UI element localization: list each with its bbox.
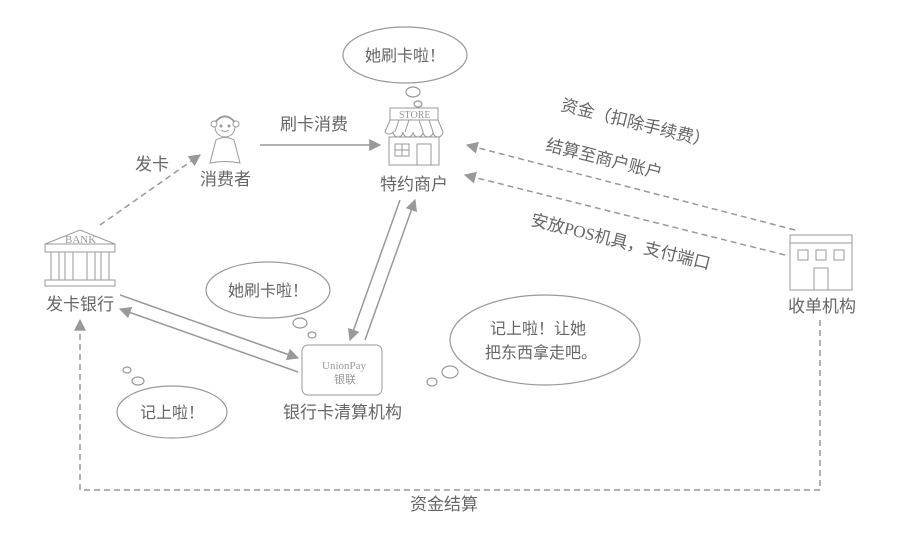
speech-bubble-clearing-left: 她刷卡啦！ xyxy=(206,262,330,338)
node-label-clearing: 银行卡清算机构 xyxy=(283,403,402,422)
edge-pos-terminal: 安放POS机具，支付端口 xyxy=(465,175,785,273)
edge-label-settle-merch2: 结算至商户账户 xyxy=(544,135,664,182)
edge-issue-card: 发卡 xyxy=(100,155,200,225)
speech-bubble-clearing-right: 记上啦！让她 把东西拿走吧。 xyxy=(427,295,640,386)
edge-label-swipe: 刷卡消费 xyxy=(280,115,348,134)
edge-label-issue-card: 发卡 xyxy=(135,155,169,174)
speech-bubble-merchant: 她刷卡啦！ xyxy=(343,27,467,107)
edge-settle-merchant: 资金（扣除手续费） 结算至商户账户 xyxy=(467,95,795,230)
acquirer-building-icon xyxy=(790,235,852,290)
node-label-merchant: 特约商户 xyxy=(380,175,448,194)
node-label-acquirer: 收单机构 xyxy=(788,297,856,316)
node-clearing: UnionPay 银联 银行卡清算机构 xyxy=(283,345,402,422)
node-label-consumer: 消费者 xyxy=(200,170,251,189)
bubble-text-1: 她刷卡啦！ xyxy=(365,47,445,65)
store-icon: STORE xyxy=(385,108,443,165)
card-label-2: 银联 xyxy=(334,372,356,386)
consumer-icon xyxy=(210,116,240,163)
node-merchant: STORE 特约商户 xyxy=(380,108,448,194)
store-icon-label: STORE xyxy=(399,110,431,121)
node-issuing-bank: BANK 发卡银行 xyxy=(45,230,115,314)
card-label-1: UnionPay xyxy=(322,360,367,372)
bubble-text-4b: 把东西拿走吧。 xyxy=(485,343,597,362)
bank-icon: BANK xyxy=(45,230,115,286)
bubble-text-3: 记上啦！ xyxy=(140,404,204,422)
edge-label-settle-merch1: 资金（扣除手续费） xyxy=(559,95,712,150)
speech-bubble-bank: 记上啦！ xyxy=(117,367,227,438)
edge-label-pos: 安放POS机具，支付端口 xyxy=(529,210,712,273)
payment-flow-diagram: 发卡 刷卡消费 安放POS机具，支付端口 资金（扣除手续费） 结算至商户账户 资… xyxy=(0,0,901,541)
edge-swipe: 刷卡消费 xyxy=(260,115,380,145)
edge-label-settle-funds: 资金结算 xyxy=(410,495,478,514)
bank-icon-label: BANK xyxy=(65,234,96,246)
bubble-text-2: 她刷卡啦！ xyxy=(228,282,308,300)
bubble-text-4a: 记上啦！让她 xyxy=(490,320,586,338)
edge-merchant-clearing xyxy=(350,200,415,340)
node-label-bank: 发卡银行 xyxy=(46,295,114,314)
unionpay-card-icon: UnionPay 银联 xyxy=(302,345,382,395)
node-consumer: 消费者 xyxy=(200,116,251,189)
node-acquirer: 收单机构 xyxy=(788,235,856,316)
